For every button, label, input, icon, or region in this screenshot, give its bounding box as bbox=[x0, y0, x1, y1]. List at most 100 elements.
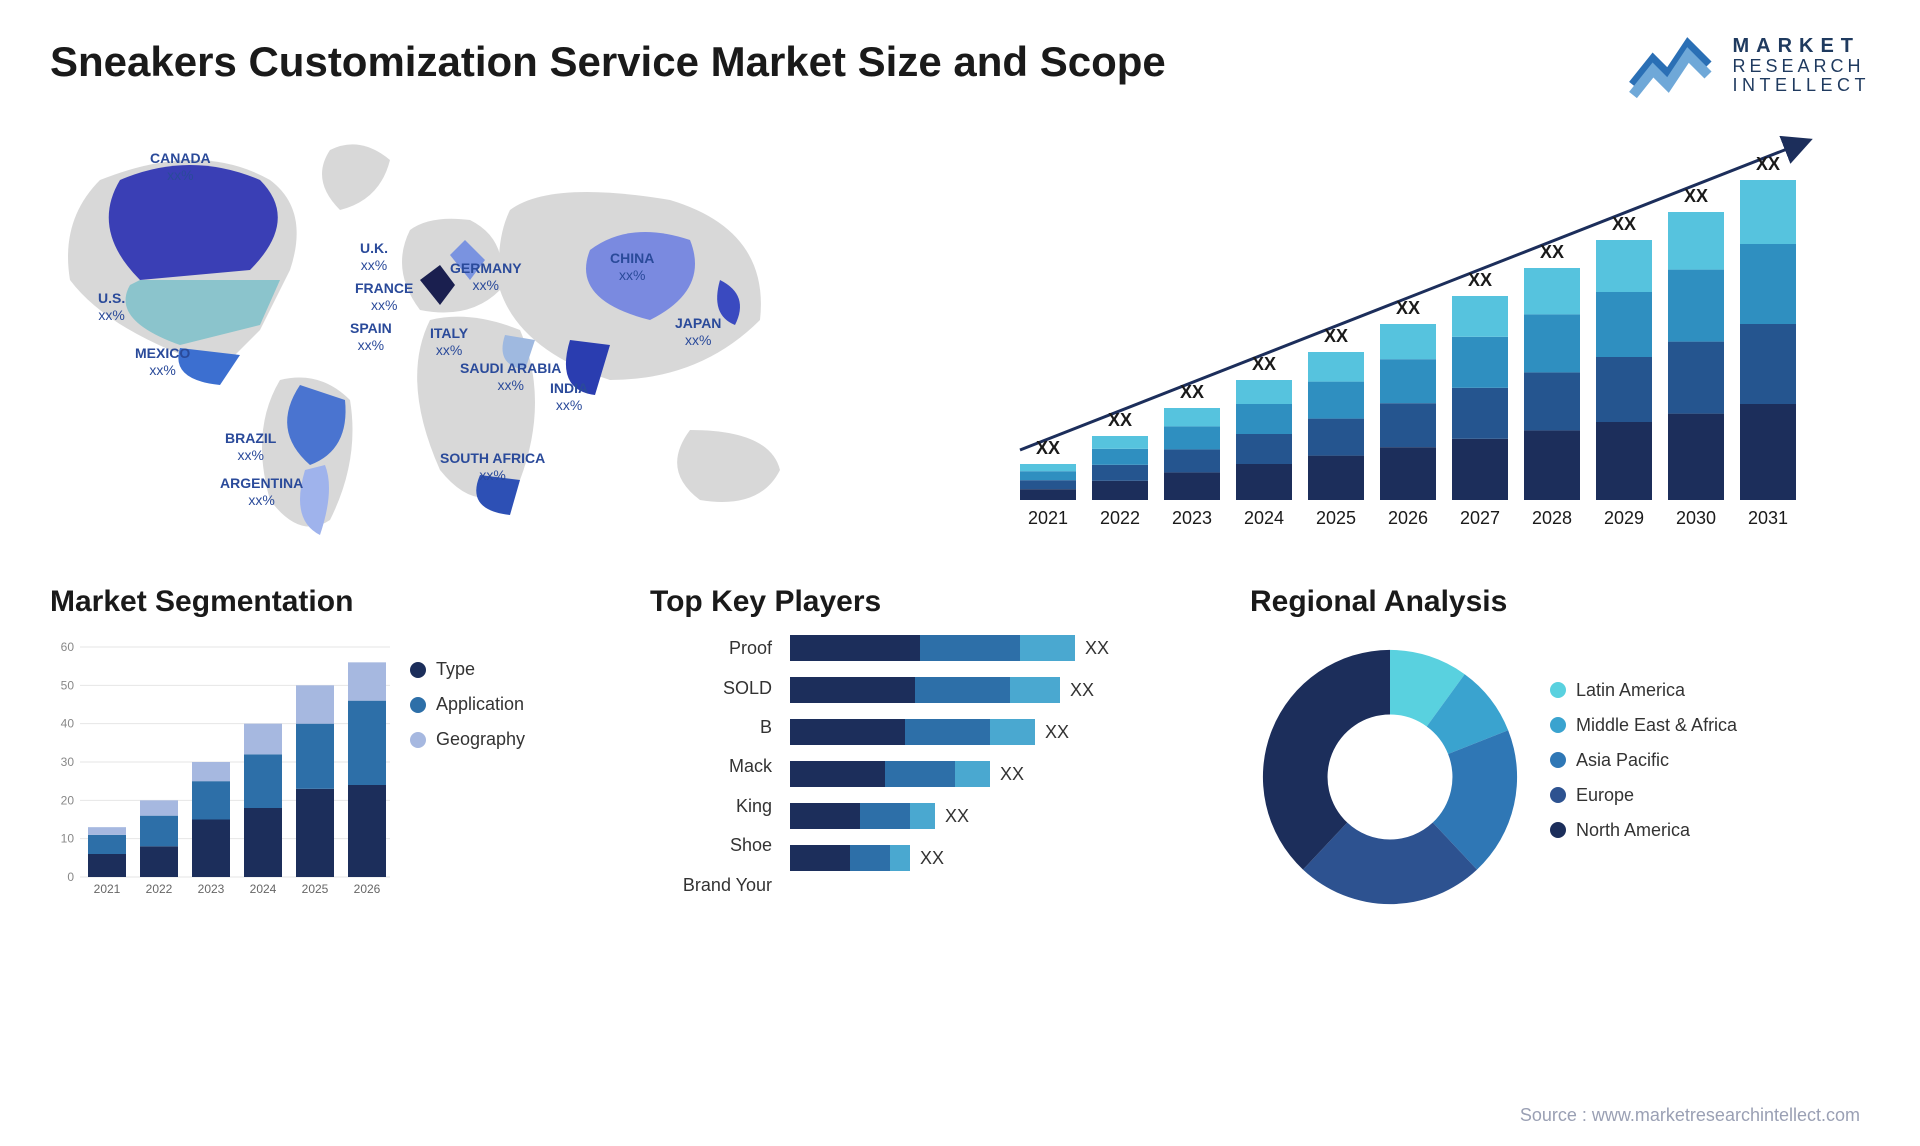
svg-text:2025: 2025 bbox=[1316, 508, 1356, 528]
map-label: ITALYxx% bbox=[430, 325, 468, 359]
map-label: FRANCExx% bbox=[355, 280, 413, 314]
player-bar-segment bbox=[790, 803, 860, 829]
player-bar-row: XX bbox=[790, 635, 1109, 661]
player-bar-segment bbox=[790, 719, 905, 745]
regional-legend-item: North America bbox=[1550, 820, 1870, 841]
player-value: XX bbox=[1045, 722, 1069, 743]
player-bar-row: XX bbox=[790, 803, 969, 829]
svg-text:2021: 2021 bbox=[94, 882, 121, 896]
svg-text:50: 50 bbox=[61, 678, 75, 692]
player-bar-segment bbox=[905, 719, 990, 745]
legend-label: North America bbox=[1576, 820, 1690, 841]
segmentation-legend-item: Application bbox=[410, 694, 610, 715]
legend-label: Type bbox=[436, 659, 475, 680]
map-label: GERMANYxx% bbox=[450, 260, 522, 294]
player-bar-segment bbox=[955, 761, 990, 787]
player-bar-segment bbox=[1010, 677, 1060, 703]
map-label: SAUDI ARABIAxx% bbox=[460, 360, 561, 394]
player-bar-segment bbox=[860, 803, 910, 829]
player-bar-segment bbox=[850, 845, 890, 871]
players-panel: Top Key Players ProofSOLDBMackKingShoeBr… bbox=[650, 585, 1210, 905]
swatch-icon bbox=[410, 697, 426, 713]
regional-title: Regional Analysis bbox=[1250, 585, 1870, 619]
svg-text:2029: 2029 bbox=[1604, 508, 1644, 528]
svg-text:XX: XX bbox=[1180, 382, 1204, 402]
player-bar-segment bbox=[790, 761, 885, 787]
page-title: Sneakers Customization Service Market Si… bbox=[50, 38, 1166, 86]
legend-label: Middle East & Africa bbox=[1576, 715, 1737, 736]
player-bar-segment bbox=[790, 845, 850, 871]
svg-text:2023: 2023 bbox=[198, 882, 225, 896]
swatch-icon bbox=[1550, 822, 1566, 838]
player-label: SOLD bbox=[650, 678, 772, 699]
player-bar-row: XX bbox=[790, 719, 1069, 745]
growth-chart-panel: XX2021XX2022XX2023XX2024XX2025XX2026XX20… bbox=[960, 120, 1870, 550]
svg-text:XX: XX bbox=[1324, 326, 1348, 346]
segmentation-legend-item: Type bbox=[410, 659, 610, 680]
logo-mark bbox=[1628, 30, 1718, 100]
svg-text:XX: XX bbox=[1036, 438, 1060, 458]
brand-logo: MARKET RESEARCH INTELLECT bbox=[1628, 30, 1870, 100]
map-label: BRAZILxx% bbox=[225, 430, 276, 464]
svg-text:60: 60 bbox=[61, 640, 75, 654]
svg-text:20: 20 bbox=[61, 793, 75, 807]
svg-text:2022: 2022 bbox=[146, 882, 173, 896]
players-labels: ProofSOLDBMackKingShoeBrand Your bbox=[650, 629, 780, 905]
segmentation-panel: Market Segmentation 01020304050602021202… bbox=[50, 585, 610, 905]
svg-text:2025: 2025 bbox=[302, 882, 329, 896]
svg-text:2028: 2028 bbox=[1532, 508, 1572, 528]
legend-label: Asia Pacific bbox=[1576, 750, 1669, 771]
svg-text:2023: 2023 bbox=[1172, 508, 1212, 528]
players-chart: XXXXXXXXXXXX bbox=[790, 629, 1210, 905]
svg-text:2030: 2030 bbox=[1676, 508, 1716, 528]
player-label: B bbox=[650, 717, 772, 738]
player-bar-segment bbox=[790, 677, 915, 703]
svg-text:10: 10 bbox=[61, 832, 75, 846]
svg-text:XX: XX bbox=[1252, 354, 1276, 374]
regional-legend-item: Asia Pacific bbox=[1550, 750, 1870, 771]
swatch-icon bbox=[1550, 717, 1566, 733]
player-bar-segment bbox=[920, 635, 1020, 661]
legend-label: Europe bbox=[1576, 785, 1634, 806]
growth-bar-chart: XX2021XX2022XX2023XX2024XX2025XX2026XX20… bbox=[960, 120, 1870, 550]
swatch-icon bbox=[1550, 752, 1566, 768]
player-value: XX bbox=[1085, 638, 1109, 659]
player-bar-segment bbox=[915, 677, 1010, 703]
players-title: Top Key Players bbox=[650, 585, 1210, 619]
logo-text-3: INTELLECT bbox=[1732, 76, 1870, 95]
svg-text:2027: 2027 bbox=[1460, 508, 1500, 528]
map-label: SOUTH AFRICAxx% bbox=[440, 450, 545, 484]
svg-text:2024: 2024 bbox=[1244, 508, 1284, 528]
map-label: MEXICOxx% bbox=[135, 345, 190, 379]
player-bar-segment bbox=[790, 635, 920, 661]
legend-label: Application bbox=[436, 694, 524, 715]
svg-text:XX: XX bbox=[1108, 410, 1132, 430]
player-bar-segment bbox=[990, 719, 1035, 745]
map-label: CANADAxx% bbox=[150, 150, 211, 184]
svg-text:XX: XX bbox=[1612, 214, 1636, 234]
segmentation-legend: Type Application Geography bbox=[410, 629, 610, 905]
player-value: XX bbox=[1070, 680, 1094, 701]
world-map bbox=[50, 120, 920, 550]
regional-legend-item: Europe bbox=[1550, 785, 1870, 806]
segmentation-chart: 0102030405060202120222023202420252026 bbox=[50, 629, 390, 905]
player-value: XX bbox=[920, 848, 944, 869]
map-label: INDIAxx% bbox=[550, 380, 588, 414]
player-bar-segment bbox=[890, 845, 910, 871]
swatch-icon bbox=[1550, 682, 1566, 698]
svg-text:XX: XX bbox=[1396, 298, 1420, 318]
regional-legend: Latin America Middle East & Africa Asia Pa… bbox=[1550, 680, 1870, 855]
player-bar-segment bbox=[885, 761, 955, 787]
regional-donut-chart bbox=[1250, 637, 1530, 917]
player-label: Mack bbox=[650, 756, 772, 777]
svg-text:2026: 2026 bbox=[354, 882, 381, 896]
legend-label: Latin America bbox=[1576, 680, 1685, 701]
svg-text:XX: XX bbox=[1468, 270, 1492, 290]
svg-text:0: 0 bbox=[67, 870, 74, 884]
map-label: SPAINxx% bbox=[350, 320, 392, 354]
segmentation-legend-item: Geography bbox=[410, 729, 610, 750]
svg-text:30: 30 bbox=[61, 755, 75, 769]
svg-text:2026: 2026 bbox=[1388, 508, 1428, 528]
player-bar-segment bbox=[1020, 635, 1075, 661]
svg-text:XX: XX bbox=[1540, 242, 1564, 262]
